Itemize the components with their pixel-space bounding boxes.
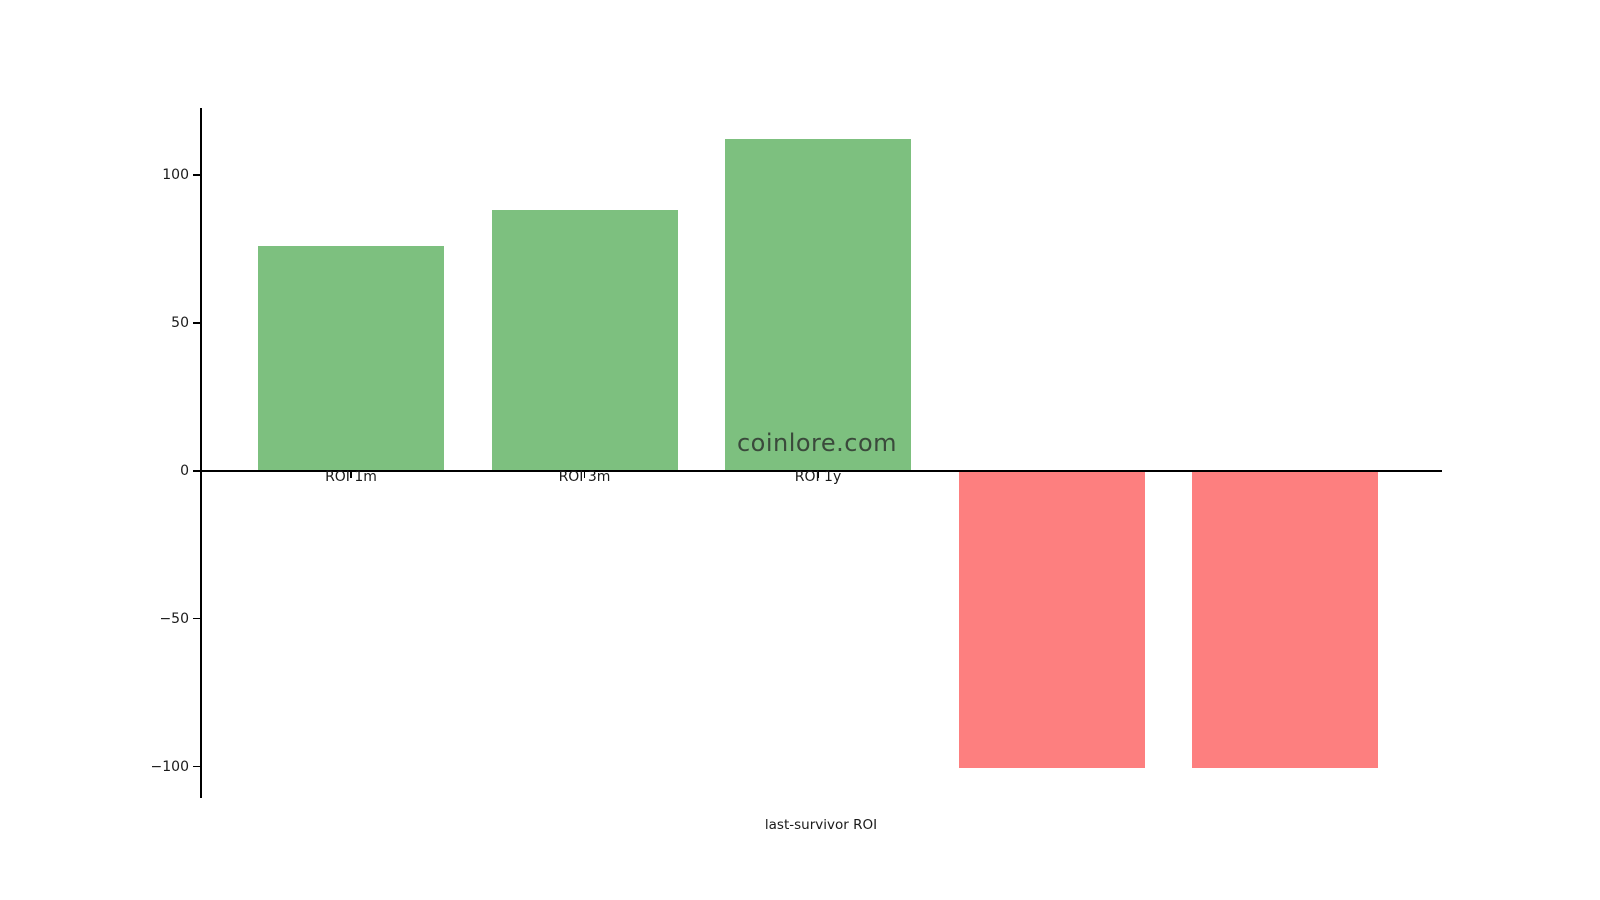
y-axis-line [200, 108, 202, 798]
bar [258, 245, 444, 471]
y-tick-mark [193, 765, 200, 768]
bar [1192, 471, 1378, 768]
x-tick-mark [583, 470, 586, 478]
x-tick-label: ROI 1m [325, 468, 377, 485]
watermark: coinlore.com [736, 429, 898, 457]
x-tick-label: ROI 1y [794, 468, 842, 485]
x-axis-title: last-survivor ROI [764, 817, 878, 833]
bar [958, 471, 1145, 768]
bar [725, 139, 911, 471]
y-tick-label: 100 [162, 166, 189, 183]
y-tick-label: 0 [180, 462, 189, 479]
y-tick-label: 50 [171, 314, 189, 331]
bar [491, 210, 678, 471]
x-tick-label: ROI 3m [558, 468, 611, 485]
y-tick-mark [193, 174, 200, 176]
y-tick-mark [193, 470, 200, 472]
x-tick-mark [350, 470, 352, 478]
y-tick-label: −50 [159, 610, 189, 627]
x-tick-mark [817, 470, 819, 478]
y-tick-mark [193, 617, 200, 620]
x-axis-line [200, 469, 1442, 472]
y-tick-label: −100 [150, 758, 189, 775]
y-tick-mark [193, 322, 200, 324]
